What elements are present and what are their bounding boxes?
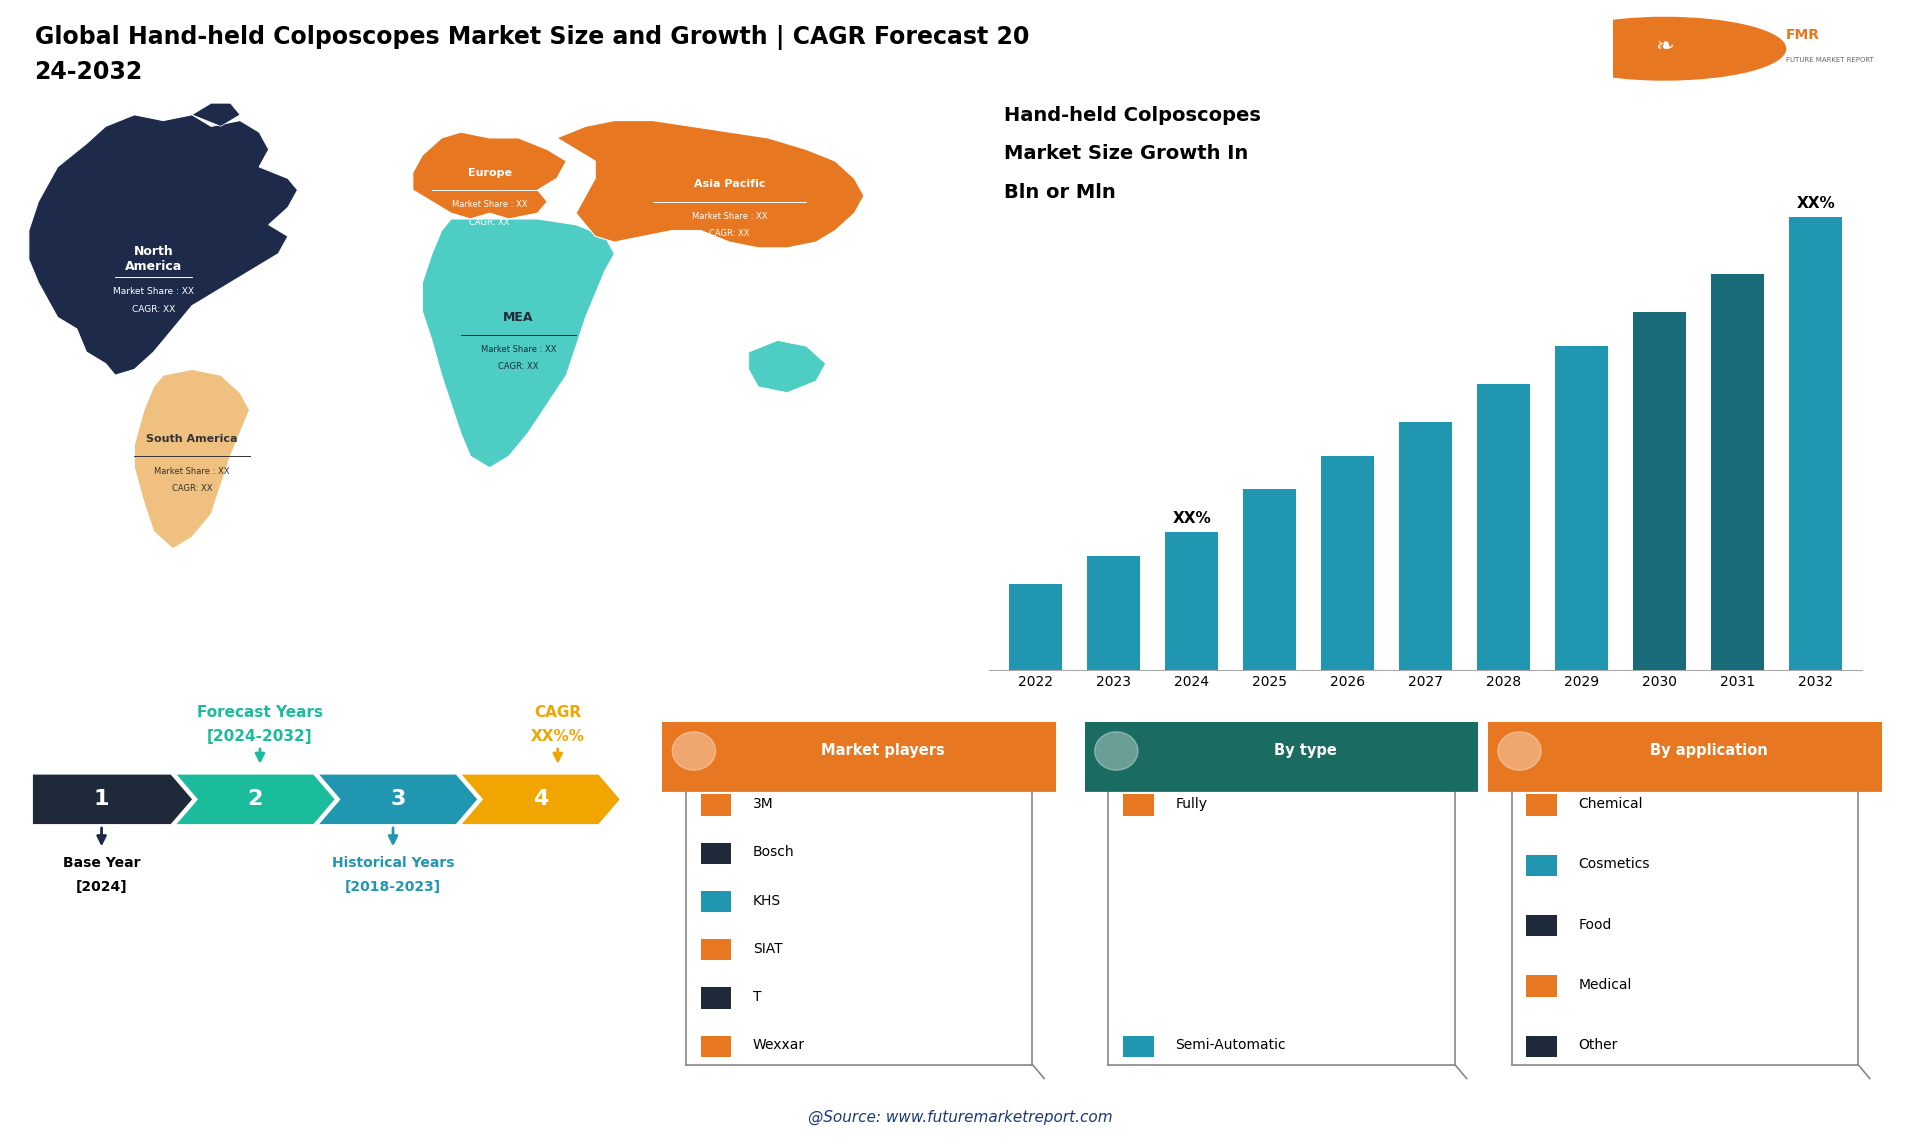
Bar: [1711, 274, 1764, 670]
FancyBboxPatch shape: [1526, 915, 1557, 936]
Text: XX%: XX%: [1173, 511, 1212, 526]
Text: Market Share : XX: Market Share : XX: [691, 212, 768, 221]
Text: Asia Pacific: Asia Pacific: [693, 179, 766, 189]
Bar: [1400, 422, 1452, 670]
Circle shape: [1094, 732, 1139, 770]
Polygon shape: [317, 774, 478, 825]
Text: Market Share : XX: Market Share : XX: [154, 466, 230, 476]
FancyBboxPatch shape: [1526, 975, 1557, 997]
Bar: [1476, 384, 1530, 670]
Polygon shape: [557, 120, 864, 248]
Text: Europe: Europe: [468, 167, 511, 178]
Text: Bln or Mln: Bln or Mln: [1004, 182, 1116, 202]
Text: Fully: Fully: [1175, 798, 1208, 811]
Text: Market Size Growth In: Market Size Growth In: [1004, 144, 1248, 164]
Text: T: T: [753, 990, 762, 1004]
Text: @Source: www.futuremarketreport.com: @Source: www.futuremarketreport.com: [808, 1110, 1112, 1125]
Text: Other: Other: [1578, 1038, 1619, 1052]
Text: [2024-2032]: [2024-2032]: [207, 729, 313, 744]
Text: Semi-Automatic: Semi-Automatic: [1175, 1038, 1286, 1052]
Polygon shape: [33, 774, 194, 825]
Bar: [1555, 346, 1609, 670]
Text: Hand-held Colposcopes: Hand-held Colposcopes: [1004, 107, 1261, 125]
Text: By application: By application: [1649, 744, 1766, 759]
Text: South America: South America: [146, 434, 238, 444]
Text: Wexxar: Wexxar: [753, 1038, 804, 1052]
Text: FMR: FMR: [1786, 29, 1820, 42]
Text: Historical Years: Historical Years: [332, 856, 455, 870]
Text: FUTURE MARKET REPORT: FUTURE MARKET REPORT: [1786, 57, 1874, 63]
FancyBboxPatch shape: [701, 987, 732, 1008]
Text: CAGR: XX: CAGR: XX: [132, 305, 175, 314]
FancyBboxPatch shape: [701, 1036, 732, 1057]
Text: XX%%: XX%%: [530, 729, 586, 744]
FancyBboxPatch shape: [701, 939, 732, 960]
Text: 4: 4: [532, 790, 547, 809]
Text: XX%: XX%: [1797, 196, 1836, 211]
Text: 24-2032: 24-2032: [35, 60, 142, 84]
Text: ❧: ❧: [1655, 37, 1674, 57]
Text: SIAT: SIAT: [753, 942, 783, 956]
Text: 1: 1: [94, 790, 109, 809]
FancyBboxPatch shape: [1526, 794, 1557, 816]
Bar: [1010, 584, 1062, 670]
Text: KHS: KHS: [753, 894, 781, 908]
Polygon shape: [175, 774, 336, 825]
Bar: [1789, 217, 1841, 670]
Polygon shape: [413, 132, 566, 219]
Text: CAGR: XX: CAGR: XX: [708, 229, 751, 238]
Bar: [1165, 532, 1217, 670]
Polygon shape: [192, 103, 240, 126]
Text: CAGR: CAGR: [534, 705, 582, 720]
Circle shape: [1498, 732, 1542, 770]
Polygon shape: [459, 774, 622, 825]
Text: Chemical: Chemical: [1578, 798, 1644, 811]
Text: MEA: MEA: [503, 311, 534, 324]
Text: [2018-2023]: [2018-2023]: [346, 880, 442, 894]
Text: By type: By type: [1273, 744, 1336, 759]
FancyBboxPatch shape: [1526, 1036, 1557, 1057]
Bar: [1321, 455, 1375, 670]
Text: Medical: Medical: [1578, 978, 1632, 992]
Bar: [1087, 556, 1140, 670]
Text: CAGR: XX: CAGR: XX: [497, 362, 540, 371]
Bar: [1242, 489, 1296, 670]
Text: 3M: 3M: [753, 798, 774, 811]
Circle shape: [672, 732, 716, 770]
Text: [2024]: [2024]: [75, 880, 127, 894]
Text: Forecast Years: Forecast Years: [198, 705, 323, 720]
Polygon shape: [422, 219, 614, 468]
FancyBboxPatch shape: [1473, 709, 1897, 792]
Polygon shape: [134, 369, 250, 549]
Text: 2: 2: [248, 790, 263, 809]
FancyBboxPatch shape: [701, 842, 732, 864]
Text: North
America: North America: [125, 245, 182, 274]
Text: Market Share : XX: Market Share : XX: [113, 288, 194, 296]
Text: 3: 3: [390, 790, 405, 809]
Text: Cosmetics: Cosmetics: [1578, 857, 1649, 871]
Text: CAGR: XX: CAGR: XX: [468, 218, 511, 227]
FancyBboxPatch shape: [1069, 709, 1494, 792]
Text: Market Share : XX: Market Share : XX: [451, 201, 528, 210]
Bar: [1634, 312, 1686, 670]
FancyBboxPatch shape: [647, 709, 1071, 792]
Text: Bosch: Bosch: [753, 846, 795, 860]
Text: CAGR: XX: CAGR: XX: [171, 484, 213, 493]
Circle shape: [1544, 17, 1786, 80]
FancyBboxPatch shape: [1123, 794, 1154, 816]
Text: Food: Food: [1578, 918, 1613, 932]
FancyBboxPatch shape: [701, 890, 732, 912]
Text: Base Year: Base Year: [63, 856, 140, 870]
Text: Market Share : XX: Market Share : XX: [480, 345, 557, 354]
FancyBboxPatch shape: [1526, 855, 1557, 876]
Text: Market players: Market players: [822, 744, 945, 759]
FancyBboxPatch shape: [1123, 1036, 1154, 1057]
Polygon shape: [29, 115, 298, 375]
Text: Global Hand-held Colposcopes Market Size and Growth | CAGR Forecast 20: Global Hand-held Colposcopes Market Size…: [35, 25, 1029, 50]
FancyBboxPatch shape: [701, 794, 732, 816]
Polygon shape: [749, 340, 826, 393]
